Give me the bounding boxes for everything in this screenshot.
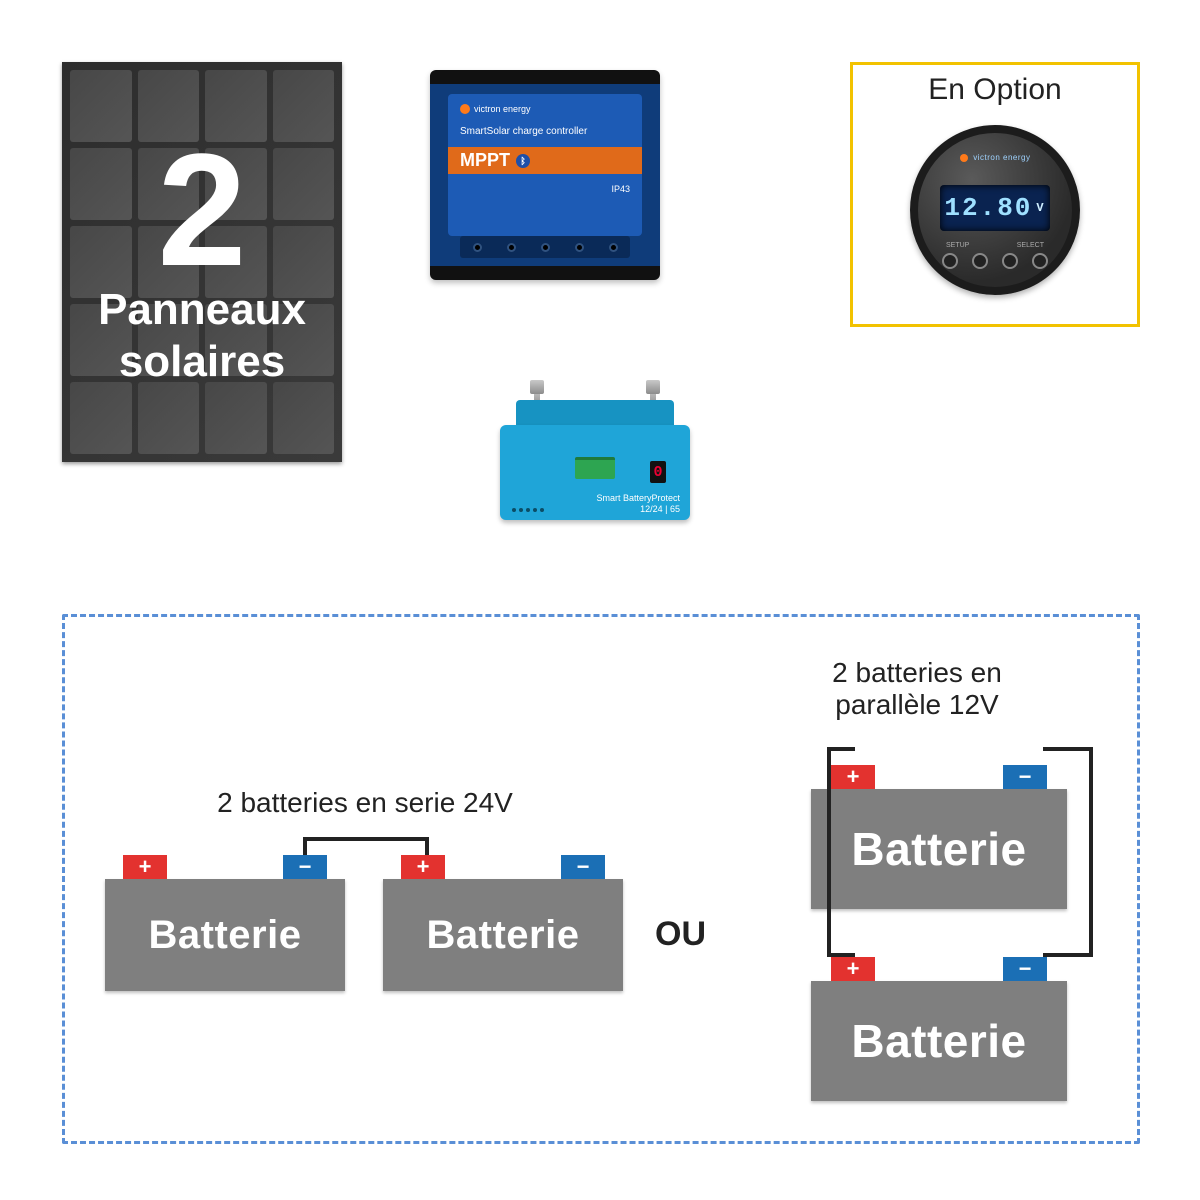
battery-protect-display: 0 bbox=[650, 461, 666, 483]
minus-terminal-icon bbox=[561, 855, 605, 879]
series-battery-2: Batterie bbox=[383, 879, 623, 991]
solar-panel-overlay: 2 Panneaux solaires bbox=[62, 62, 342, 462]
bmv-minus-button bbox=[1002, 253, 1018, 269]
battery-protect-rating: 12/24 | 65 bbox=[596, 504, 680, 514]
bmv-plus-button bbox=[972, 253, 988, 269]
parallel-battery-1: Batterie bbox=[811, 789, 1067, 909]
battery-monitor-buttons bbox=[918, 253, 1072, 269]
bmv-select-button bbox=[1032, 253, 1048, 269]
green-connector-icon bbox=[575, 457, 615, 479]
plus-terminal-icon bbox=[831, 957, 875, 981]
battery-monitor-value: 12.80 bbox=[944, 193, 1032, 223]
indicator-dots-icon bbox=[512, 508, 544, 512]
plus-terminal-icon bbox=[401, 855, 445, 879]
battery-label: Batterie bbox=[851, 822, 1026, 876]
parallel-label-line1: 2 batteries en bbox=[787, 657, 1047, 689]
option-title: En Option bbox=[928, 73, 1061, 107]
battery-label: Batterie bbox=[427, 913, 580, 958]
wire bbox=[827, 953, 855, 957]
minus-terminal-icon bbox=[1003, 765, 1047, 789]
battery-label: Batterie bbox=[149, 913, 302, 958]
battery-monitor-screen: 12.80 V bbox=[940, 185, 1050, 231]
bluetooth-icon: ᛒ bbox=[516, 154, 530, 168]
parallel-label-line2: parallèle 12V bbox=[787, 689, 1047, 721]
battery-protect-label: Smart BatteryProtect 12/24 | 65 bbox=[596, 493, 680, 514]
brand-dot-icon bbox=[960, 154, 968, 162]
bmv-select-label: SELECT bbox=[1017, 242, 1044, 249]
battery-protect: 0 Smart BatteryProtect 12/24 | 65 bbox=[500, 380, 690, 520]
plus-terminal-icon bbox=[831, 765, 875, 789]
wire bbox=[1043, 747, 1093, 751]
wire bbox=[303, 837, 429, 841]
solar-panel: 2 Panneaux solaires bbox=[62, 62, 342, 462]
battery-protect-body: 0 Smart BatteryProtect 12/24 | 65 bbox=[500, 425, 690, 520]
solar-panel-label-1: Panneaux bbox=[98, 286, 306, 334]
battery-monitor: victron energy 12.80 V SETUP SELECT bbox=[910, 125, 1080, 295]
battery-monitor-brand: victron energy bbox=[918, 153, 1072, 162]
brand-dot-icon bbox=[460, 104, 470, 114]
battery-monitor-brand-text: victron energy bbox=[973, 153, 1030, 162]
wire bbox=[1089, 747, 1093, 957]
mppt-brand: victron energy bbox=[460, 104, 630, 114]
minus-terminal-icon bbox=[283, 855, 327, 879]
battery-label: Batterie bbox=[851, 1014, 1026, 1068]
mppt-controller: victron energy SmartSolar charge control… bbox=[430, 70, 660, 280]
plus-terminal-icon bbox=[123, 855, 167, 879]
solar-panel-label-2: solaires bbox=[119, 338, 285, 386]
mppt-face: victron energy SmartSolar charge control… bbox=[448, 94, 642, 236]
wire bbox=[1043, 953, 1093, 957]
parallel-label: 2 batteries en parallèle 12V bbox=[787, 657, 1047, 721]
series-battery-1: Batterie bbox=[105, 879, 345, 991]
battery-options-group: 2 batteries en serie 24V 2 batteries en … bbox=[62, 614, 1140, 1144]
mppt-brand-text: victron energy bbox=[474, 104, 531, 114]
wire bbox=[425, 837, 429, 855]
option-box: En Option victron energy 12.80 V SETUP S… bbox=[850, 62, 1140, 327]
battery-monitor-button-labels: SETUP SELECT bbox=[918, 242, 1072, 249]
parallel-battery-2: Batterie bbox=[811, 981, 1067, 1101]
solar-panel-count: 2 bbox=[158, 138, 247, 282]
mppt-ports bbox=[460, 236, 630, 258]
battery-protect-product: Smart BatteryProtect bbox=[596, 493, 680, 503]
mppt-ip-rating: IP43 bbox=[460, 184, 630, 194]
battery-monitor-unit: V bbox=[1036, 201, 1045, 215]
bmv-setup-label: SETUP bbox=[946, 242, 969, 249]
diagram-canvas: 2 Panneaux solaires victron energy Smart… bbox=[0, 0, 1200, 1200]
mppt-model-band: MPPT ᛒ bbox=[448, 147, 642, 174]
bmv-setup-button bbox=[942, 253, 958, 269]
wire bbox=[827, 747, 831, 957]
mppt-product-line: SmartSolar charge controller bbox=[460, 126, 630, 137]
minus-terminal-icon bbox=[1003, 957, 1047, 981]
mppt-model: MPPT bbox=[460, 150, 510, 171]
separator-ou: OU bbox=[655, 915, 706, 954]
series-label: 2 batteries en serie 24V bbox=[175, 787, 555, 819]
wire bbox=[827, 747, 855, 751]
